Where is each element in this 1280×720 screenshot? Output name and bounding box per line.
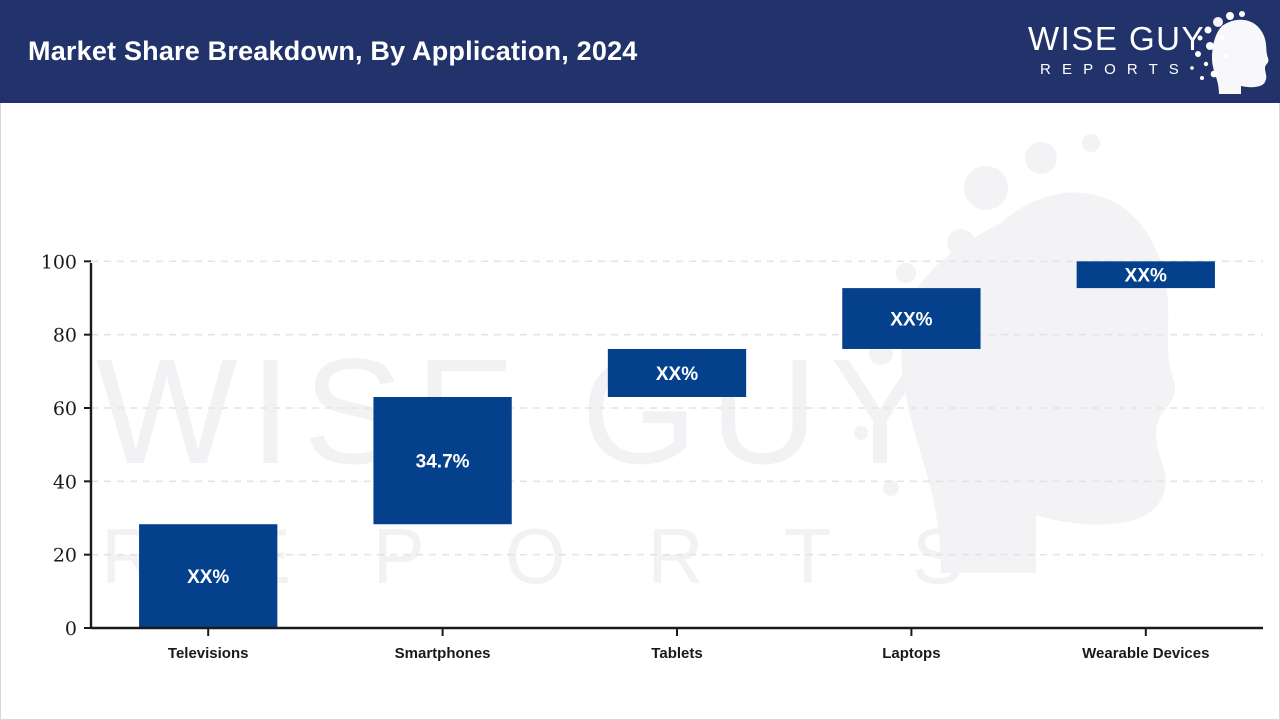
x-tick-label-smartphones: Smartphones: [395, 645, 491, 662]
bar-value-label: XX%: [890, 310, 932, 331]
bar-tablets[interactable]: [607, 348, 747, 397]
y-tick-label: 60: [53, 398, 77, 420]
y-tick-label: 100: [41, 251, 77, 273]
header-bar: Market Share Breakdown, By Application, …: [0, 0, 1280, 103]
bars-group: XX% 34.7% XX% XX% XX%: [139, 261, 1215, 628]
y-axis-ticks: 0 20 40 60 80 100: [41, 251, 91, 640]
page-title: Market Share Breakdown, By Application, …: [28, 36, 638, 66]
logo-svg: WISE GUY R E P O R T S: [1028, 10, 1269, 94]
wise-guy-reports-logo: WISE GUY R E P O R T S: [1022, 8, 1272, 96]
y-tick-label: 0: [65, 618, 77, 640]
bar-value-label: XX%: [656, 364, 698, 385]
x-tick-label-laptops: Laptops: [882, 645, 940, 662]
x-tick-label-tablets: Tablets: [651, 645, 702, 662]
bar-smartphones[interactable]: [373, 397, 512, 525]
gridlines: [91, 260, 1263, 556]
logo-wordmark-secondary: R E P O R T S: [1040, 61, 1182, 78]
bar-laptops[interactable]: [842, 288, 981, 349]
waterfall-chart: XX% 34.7% XX% XX% XX% 0 20 40 60 80 100 Televisio…: [41, 251, 1263, 662]
bar-value-label: XX%: [187, 567, 229, 588]
x-axis-ticks: Televisions Smartphones Tablets Laptops Wear…: [168, 628, 1209, 662]
bar-value-label: XX%: [1125, 266, 1167, 287]
bar-wearable-devices[interactable]: [1076, 261, 1215, 289]
wise-guy-head-icon: [1190, 10, 1269, 94]
bar-value-label: 34.7%: [416, 452, 470, 473]
y-tick-label: 20: [53, 545, 77, 567]
x-tick-label-wearable-devices: Wearable Devices: [1082, 645, 1209, 662]
bar-televisions[interactable]: [139, 524, 278, 628]
chart-container: WISE GUY R E P O R T S XX% 34.7% XX% XX% XX%: [0, 103, 1280, 720]
x-tick-label-televisions: Televisions: [168, 645, 249, 662]
y-tick-label: 40: [53, 471, 77, 493]
logo-wordmark-primary: WISE GUY: [1028, 20, 1205, 57]
y-tick-label: 80: [53, 325, 77, 347]
